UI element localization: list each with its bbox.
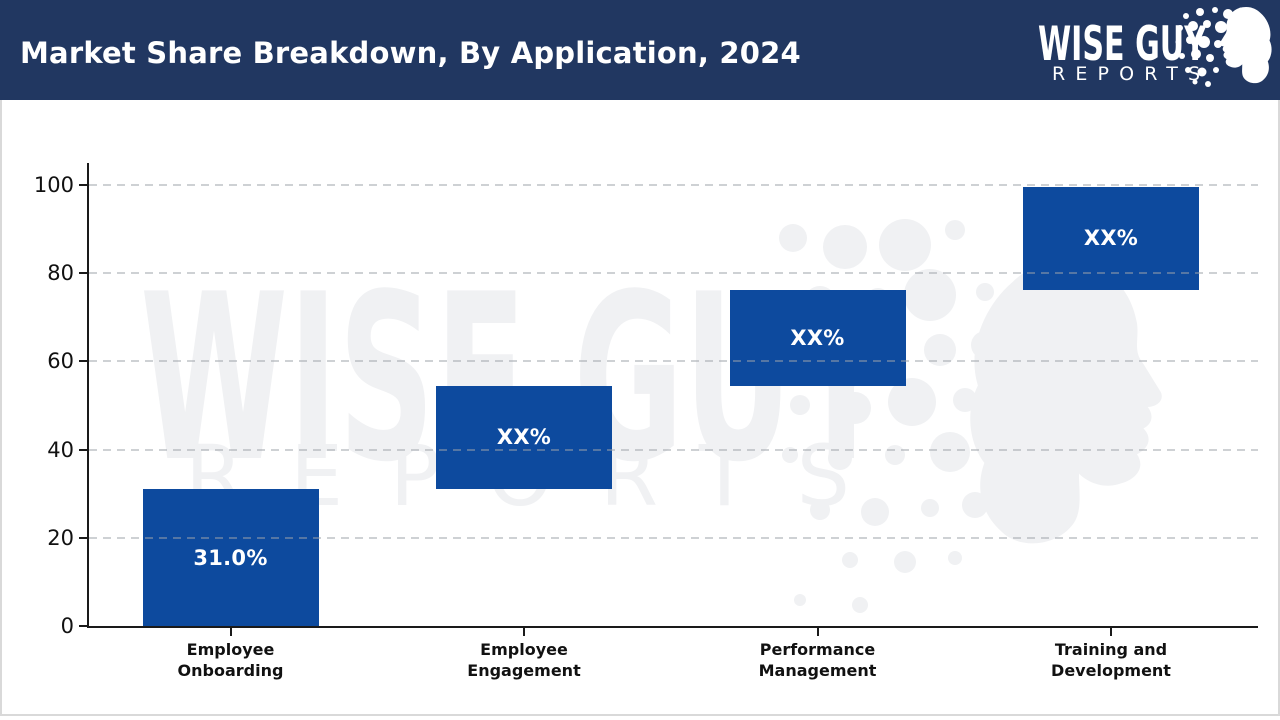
y-tick-mark (79, 360, 88, 363)
y-tick-label: 40 (47, 437, 74, 462)
bar-value-label: 31.0% (193, 545, 268, 570)
x-category-label: Training and Development (999, 639, 1223, 681)
x-category-label-line: Employee (480, 640, 568, 659)
y-tick-label: 100 (33, 172, 74, 197)
bar-value-label: XX% (790, 325, 845, 350)
x-category-label-line: Management (758, 661, 877, 680)
y-tick-mark (79, 272, 88, 275)
x-category-label-line: Employee (186, 640, 275, 659)
bar-value-label: XX% (1083, 226, 1139, 251)
x-tick-mark (523, 628, 525, 636)
wise-guy-reports-logo: WISE GUY REPORTS (1038, 6, 1272, 87)
header-banner: Market Share Breakdown, By Application, … (0, 0, 1280, 100)
y-tick-label: 80 (47, 261, 74, 286)
y-tick-label: 20 (47, 525, 74, 550)
x-category-label-line: Development (1051, 661, 1171, 680)
bar-3: XX% (729, 289, 906, 386)
x-category-label-line: Onboarding (177, 661, 284, 680)
y-tick-mark (79, 448, 88, 451)
x-category-label-line: Engagement (467, 661, 581, 680)
x-category-label-line: Performance (759, 640, 876, 659)
x-category-label: Performance Management (706, 639, 930, 681)
x-tick-mark (229, 628, 232, 636)
gridline-60 (89, 360, 1258, 363)
y-tick-mark (79, 625, 88, 627)
gridline-80 (89, 272, 1258, 275)
x-tick-mark (1110, 628, 1112, 636)
bar-1: 31.0% (142, 489, 319, 626)
x-axis-line (87, 626, 1258, 628)
page-title: Market Share Breakdown, By Application, … (20, 36, 801, 70)
x-category-label: Employee Onboarding (119, 639, 343, 681)
x-category-label: Employee Engagement (412, 639, 636, 681)
gridline-40 (89, 448, 1258, 451)
bar-4: XX% (1023, 186, 1199, 290)
bar-value-label: XX% (496, 425, 552, 450)
x-category-label-line: Training and (1054, 640, 1168, 659)
gridline-20 (89, 536, 1258, 539)
x-tick-mark (816, 628, 819, 636)
bar-2: XX% (436, 385, 612, 490)
y-tick-mark (79, 183, 88, 186)
y-tick-label: 60 (47, 349, 74, 374)
y-axis-line (87, 163, 89, 628)
watermark-face-icon (970, 261, 1162, 544)
gridline-100 (89, 183, 1258, 186)
y-tick-mark (79, 536, 88, 539)
logo-face-icon (1219, 6, 1272, 84)
y-tick-label: 0 (60, 614, 74, 638)
